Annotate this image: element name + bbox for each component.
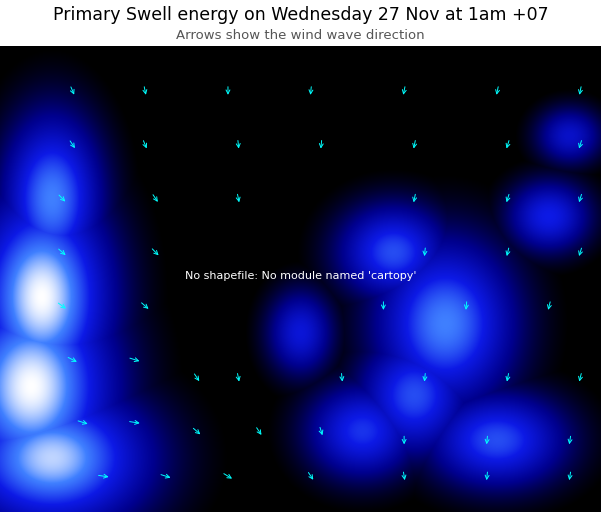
Text: No shapefile: No module named 'cartopy': No shapefile: No module named 'cartopy' (185, 271, 416, 281)
Text: Primary Swell energy on Wednesday 27 Nov at 1am +07: Primary Swell energy on Wednesday 27 Nov… (53, 6, 548, 24)
Text: Arrows show the wind wave direction: Arrows show the wind wave direction (176, 29, 425, 42)
